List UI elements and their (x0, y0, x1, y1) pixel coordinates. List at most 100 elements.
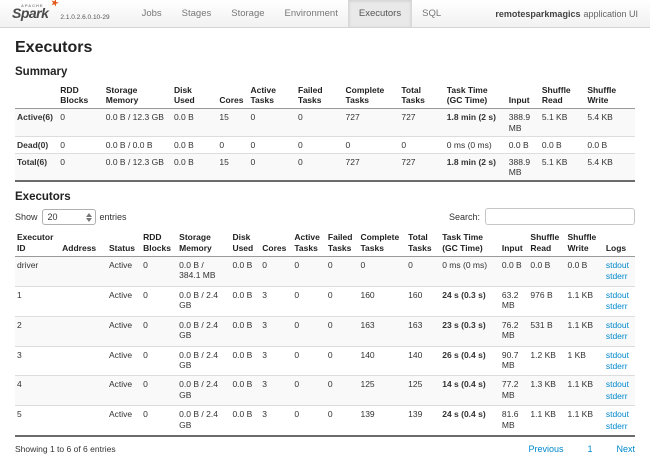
executor-cell: 0 (141, 345, 178, 376)
executor-cell: 24 s (0.4 s) (440, 405, 500, 437)
stdout-link[interactable]: stdout (605, 289, 629, 300)
pagination-1[interactable]: 1 (587, 444, 593, 454)
executor-cell: 160 (358, 285, 407, 317)
summary-column-header: Input (506, 83, 540, 110)
executor-cell: 0 (408, 259, 413, 270)
summary-row-label: Total(6) (15, 152, 59, 182)
spark-logo-text: Spark (12, 5, 49, 21)
executor-cell: Active (107, 285, 142, 317)
summary-cell: 0 (58, 135, 104, 154)
executor-cell: 0.0 B (230, 345, 261, 376)
executor-cell: 0 (143, 259, 148, 270)
executors-column-header[interactable]: Executor ID (15, 230, 61, 257)
executor-cell: 1.1 KB (565, 375, 604, 406)
stdout-link[interactable]: stdout (605, 379, 629, 390)
pagination-next[interactable]: Next (616, 444, 635, 454)
executors-column-header[interactable]: Shuffle Write (565, 230, 604, 257)
executor-row: 2 Active 0 0.0 B / 2.4 GB 0.0 B 3 0 0 163 163 23 s… (15, 315, 635, 346)
executor-cell: 0 (294, 259, 300, 270)
executors-column-header[interactable]: Disk Used (230, 230, 261, 257)
summary-column-header: Shuffle Read (539, 83, 586, 110)
executor-cell (60, 315, 108, 346)
executor-cell: 0 (292, 345, 326, 376)
executor-cell: 24 s (0.3 s) (440, 285, 500, 317)
executor-cell: 140 (406, 345, 441, 376)
summary-cell: 727 (401, 112, 416, 123)
executor-cell: 139 (358, 405, 407, 437)
tab-storage[interactable]: Storage (231, 8, 265, 19)
executor-cell: Active (107, 405, 142, 437)
stderr-link[interactable]: stderr (605, 331, 628, 342)
executors-column-header[interactable]: Total Tasks (406, 230, 441, 257)
stderr-link[interactable]: stderr (605, 271, 628, 282)
spark-version: 2.1.0.2.6.0.10-29 (60, 14, 110, 21)
executors-column-header[interactable]: Status (107, 230, 142, 257)
stderr-link[interactable]: stderr (605, 420, 628, 431)
search-control: Search: (449, 208, 635, 226)
pagination-previous[interactable]: Previous (528, 444, 564, 454)
stdout-link[interactable]: stdout (605, 409, 629, 420)
tab-jobs[interactable]: Jobs (141, 8, 162, 19)
summary-column-header: Total Tasks (399, 83, 445, 110)
tab-sql[interactable]: SQL (422, 8, 442, 19)
executor-cell: 0 (141, 375, 178, 406)
executors-column-header[interactable]: Logs (603, 230, 635, 257)
executors-column-header[interactable]: Shuffle Read (528, 230, 566, 257)
summary-cell: 0 ms (0 ms) (444, 135, 507, 154)
executors-column-header[interactable]: Failed Tasks (325, 230, 359, 257)
summary-cell: 15 (217, 152, 249, 182)
summary-column-header (15, 83, 59, 110)
stderr-link[interactable]: stderr (605, 301, 628, 312)
stdout-link[interactable]: stdout (605, 259, 629, 270)
stdout-link[interactable]: stdout (605, 349, 629, 360)
executor-cell: 0.0 B / 384.1 MB (179, 259, 216, 280)
executor-cell: 0 (325, 405, 359, 437)
summary-cell: 0 (250, 112, 256, 123)
stderr-link[interactable]: stderr (605, 390, 628, 401)
summary-cell: 0.0 B (171, 135, 218, 154)
entries-info: Showing 1 to 6 of 6 entries (15, 444, 116, 454)
executors-column-header[interactable]: Address (60, 230, 108, 257)
executor-cell: 1.3 KB (528, 375, 566, 406)
executor-cell: 0.0 B / 2.4 GB (177, 405, 231, 437)
executor-cell: 0.0 B / 2.4 GB (177, 345, 231, 376)
executor-cell: 0 (325, 315, 359, 346)
executors-column-header[interactable]: Complete Tasks (358, 230, 407, 257)
executor-cell: 0 (141, 315, 178, 346)
executors-column-header[interactable]: Cores (260, 230, 293, 257)
entries-label: entries (99, 211, 127, 222)
executors-column-header[interactable]: Storage Memory (177, 230, 231, 257)
summary-cell: 0 (58, 152, 104, 182)
executor-cell (60, 285, 108, 317)
summary-cell: 388.9 MB (508, 112, 531, 133)
executor-cell: 3 (260, 405, 293, 437)
summary-cell: 0 (248, 135, 297, 154)
executors-column-header[interactable]: RDD Blocks (141, 230, 178, 257)
page-size-select-wrap: 20 (41, 208, 96, 225)
summary-cell: 1.8 min (2 s) (444, 152, 507, 182)
executor-cell: 1.1 KB (528, 405, 566, 437)
executor-cell: 3 (260, 285, 293, 317)
summary-cell: 5.4 KB (587, 112, 613, 123)
search-input[interactable] (485, 208, 635, 226)
stdout-link[interactable]: stdout (605, 319, 629, 330)
executor-cell: 76.2 MB (499, 315, 529, 346)
executor-row: 3 Active 0 0.0 B / 2.4 GB 0.0 B 3 0 0 140 140 26 s… (15, 345, 635, 376)
executors-column-header[interactable]: Active Tasks (292, 230, 326, 257)
executors-column-header[interactable]: Task Time (GC Time) (440, 230, 500, 257)
executors-column-header[interactable]: Input (499, 230, 529, 257)
tab-environment[interactable]: Environment (284, 8, 338, 19)
tab-executors[interactable]: Executors (347, 0, 413, 27)
summary-column-header: RDD Blocks (58, 83, 104, 110)
tab-stages[interactable]: Stages (181, 8, 212, 19)
stderr-link[interactable]: stderr (605, 360, 628, 371)
executor-cell: 63.2 MB (499, 285, 529, 317)
page-size-select[interactable]: 20 (47, 211, 81, 222)
executor-cell: 5 (15, 405, 61, 437)
executor-cell: 3 (260, 345, 293, 376)
executor-cell: 0 (292, 375, 326, 406)
summary-cell: 0.0 B (539, 135, 586, 154)
summary-cell: 0 (296, 152, 344, 182)
summary-cell: 727 (399, 152, 445, 182)
